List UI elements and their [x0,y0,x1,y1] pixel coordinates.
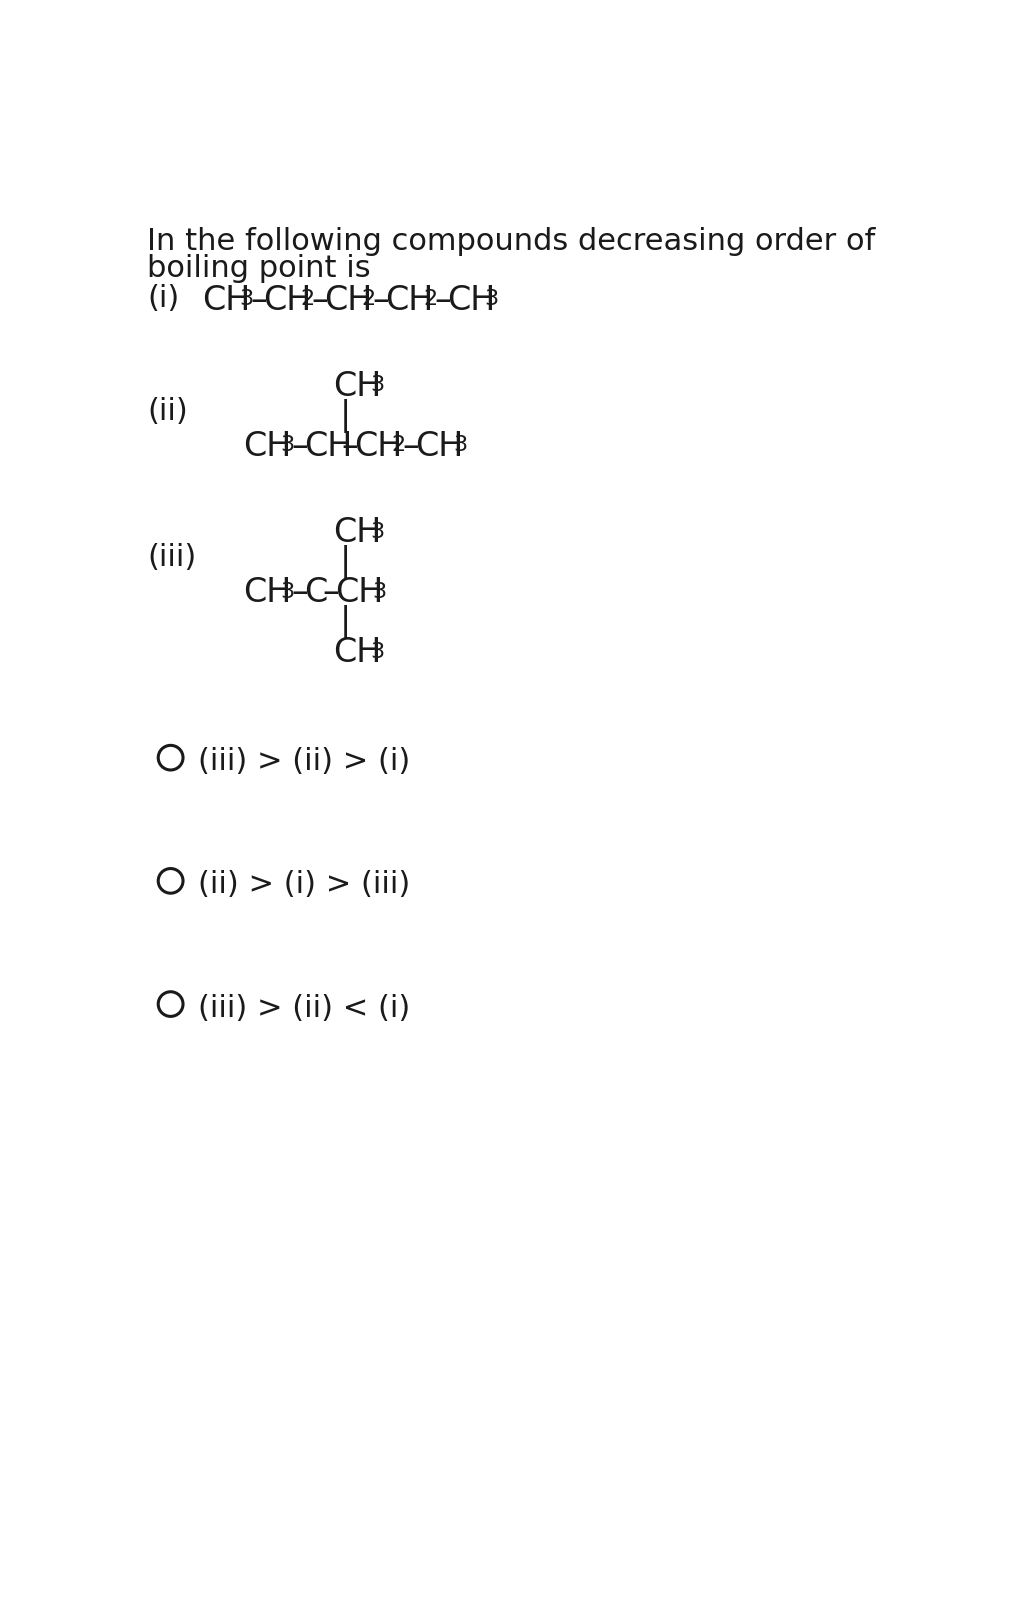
Text: (iii): (iii) [147,542,197,571]
Text: 3: 3 [281,581,294,602]
Text: –: – [311,284,328,316]
Text: 3: 3 [371,642,385,661]
Text: CH: CH [446,284,495,316]
Text: –: – [434,284,451,316]
Text: 3: 3 [453,435,467,456]
Text: (iii) > (ii) < (i): (iii) > (ii) < (i) [198,993,410,1022]
Text: CH: CH [334,369,382,403]
Text: 3: 3 [239,289,253,308]
Text: –: – [402,430,419,462]
Text: boiling point is: boiling point is [147,254,371,282]
Text: |: | [339,398,350,433]
Text: In the following compounds decreasing order of: In the following compounds decreasing or… [147,228,876,257]
Text: CH: CH [325,284,373,316]
Text: (iii) > (ii) > (i): (iii) > (ii) > (i) [198,746,410,775]
Text: CH: CH [202,284,250,316]
Text: –: – [341,430,358,462]
Text: CH: CH [385,284,434,316]
Text: CH: CH [334,636,382,669]
Text: |: | [339,546,350,579]
Text: 3: 3 [484,289,499,308]
Text: 2: 2 [423,289,437,308]
Text: 3: 3 [372,581,386,602]
Text: 3: 3 [371,522,385,541]
Text: 2: 2 [300,289,314,308]
Text: CH: CH [243,576,291,608]
Text: CH: CH [243,430,291,462]
Text: (ii) > (i) > (iii): (ii) > (i) > (iii) [198,870,410,899]
Text: –: – [373,284,389,316]
Text: |: | [339,605,350,639]
Text: CH: CH [416,430,464,462]
Text: 3: 3 [371,376,385,395]
Text: 3: 3 [281,435,294,456]
Text: CH: CH [335,576,383,608]
Text: (i): (i) [147,284,179,313]
Text: (ii): (ii) [147,396,188,425]
Text: –: – [322,576,339,608]
Text: CH: CH [304,430,352,462]
Text: –: – [291,430,307,462]
Text: –: – [250,284,266,316]
Text: –: – [291,576,307,608]
Text: 2: 2 [361,289,376,308]
Text: CH: CH [263,284,311,316]
Text: C: C [304,576,328,608]
Text: CH: CH [354,430,402,462]
Text: 2: 2 [391,435,406,456]
Text: CH: CH [334,515,382,549]
